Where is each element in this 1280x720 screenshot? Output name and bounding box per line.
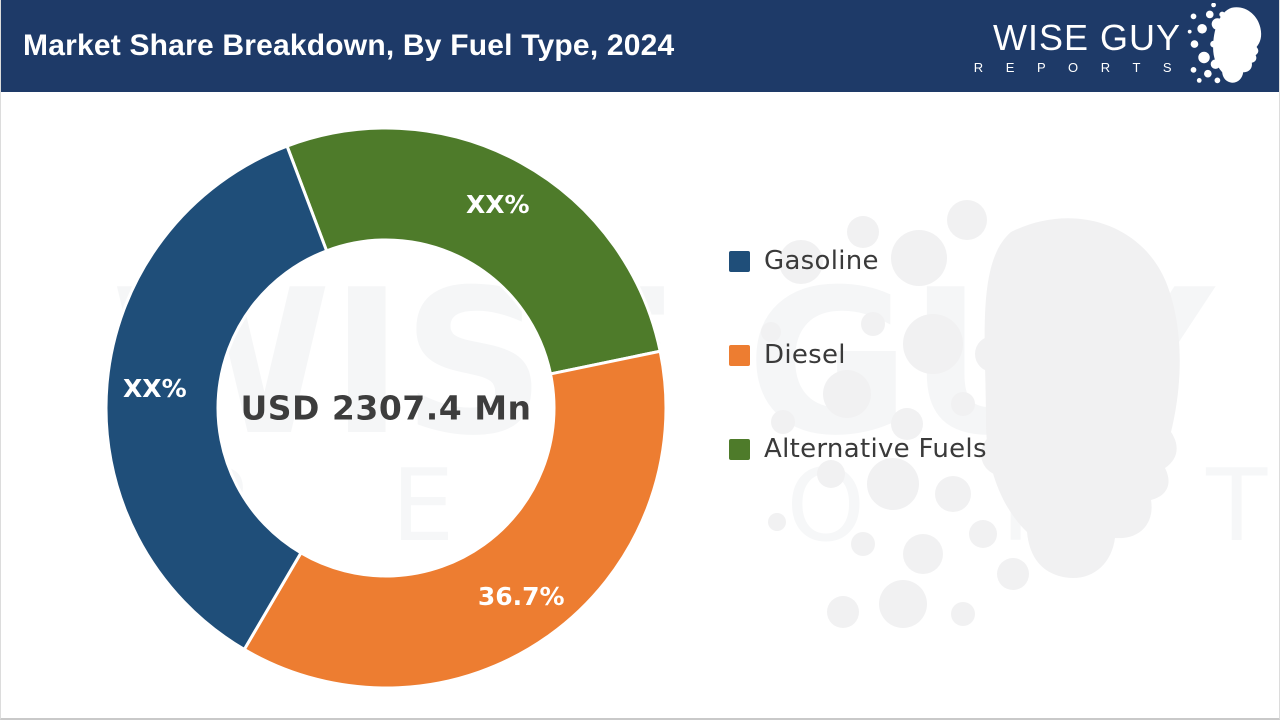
logo-text-block: WISE GUY R E P O R T S xyxy=(968,16,1181,75)
legend-swatch-diesel xyxy=(729,344,750,366)
legend-item-diesel: Diesel xyxy=(729,340,987,370)
chart-legend: Gasoline Diesel Alternative Fuels xyxy=(729,246,987,464)
watermark-head-icon xyxy=(761,200,1180,628)
legend-label-diesel: Diesel xyxy=(764,340,846,370)
donut-chart: XX% 36.7% XX% xyxy=(104,126,668,690)
pie-label-alternative-fuels: XX% xyxy=(466,190,530,219)
logo-wordmark: WISE GUY xyxy=(992,16,1181,58)
pie-label-gasoline: XX% xyxy=(123,374,187,403)
logo-head-icon xyxy=(1187,3,1262,84)
wise-guy-logo: WISE GUY R E P O R T S xyxy=(968,0,1265,92)
chart-area: WISE GUY R E P O R T S XX%36.7%XX% xyxy=(1,92,1279,718)
legend-item-gasoline: Gasoline xyxy=(729,246,987,276)
legend-swatch-gasoline xyxy=(729,250,750,272)
legend-label-gasoline: Gasoline xyxy=(764,246,879,276)
logo-subtext: R E P O R T S xyxy=(973,59,1181,75)
legend-item-alternative-fuels: Alternative Fuels xyxy=(729,434,987,464)
pie-label-diesel: 36.7% xyxy=(478,582,565,611)
page-title: Market Share Breakdown, By Fuel Type, 20… xyxy=(23,29,675,62)
legend-label-alternative-fuels: Alternative Fuels xyxy=(764,434,987,464)
pie-segment-diesel xyxy=(242,349,668,690)
legend-swatch-alternative-fuels xyxy=(729,438,750,460)
pie-segment-gasoline xyxy=(104,144,329,651)
header-bar: Market Share Breakdown, By Fuel Type, 20… xyxy=(1,0,1279,92)
chart-center-value: USD 2307.4 Mn xyxy=(240,388,532,428)
pie-segment-alternative-fuels xyxy=(285,126,662,376)
